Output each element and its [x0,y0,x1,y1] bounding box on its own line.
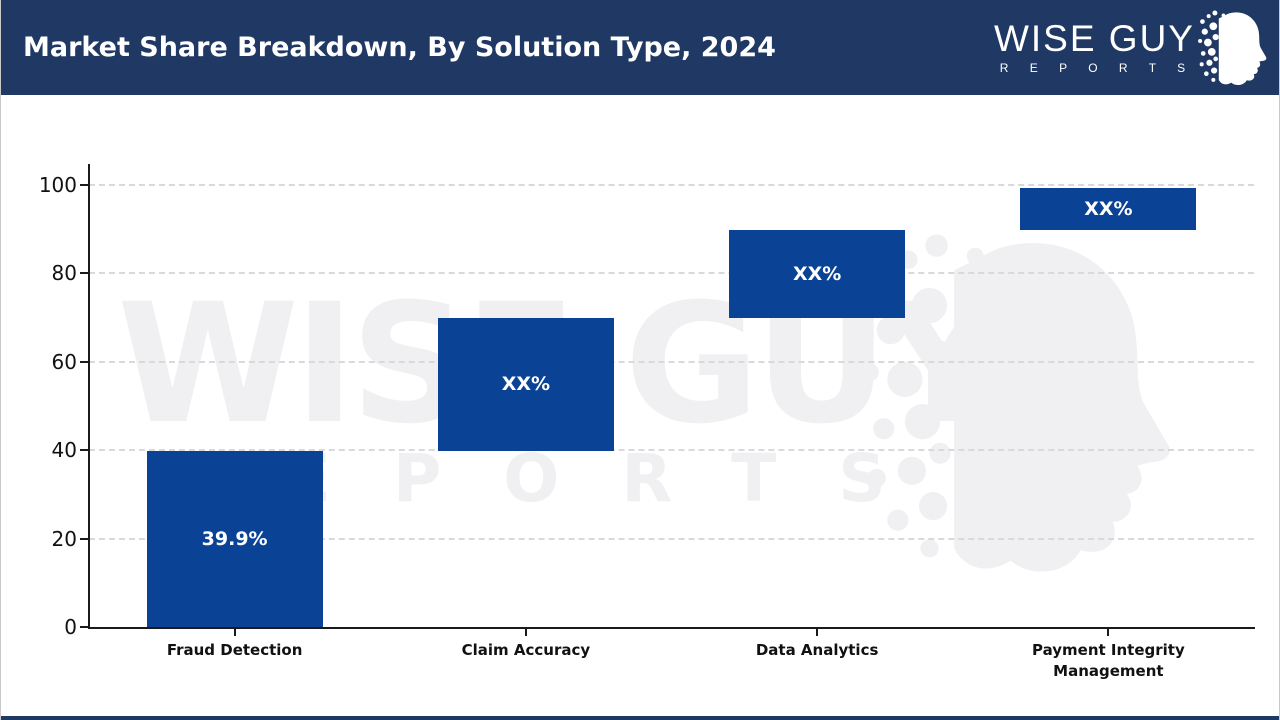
bar: 39.9% [146,450,323,627]
gridline [89,449,1254,452]
page-title: Market Share Breakdown, By Solution Type… [23,32,776,63]
logo-subtitle: R E P O R T S [999,61,1195,75]
x-axis-tick [1107,629,1110,636]
header-bar: Market Share Breakdown, By Solution Type… [1,0,1279,95]
x-axis-line [88,627,1255,629]
bar-value-label: XX% [792,263,842,286]
y-tick-label: 40 [51,438,77,463]
gridline [89,360,1254,363]
y-axis-tick [80,360,88,363]
bar-value-label: XX% [501,373,551,396]
logo-wordmark: WISE GUY [993,18,1195,59]
y-tick-label: 0 [64,615,77,639]
y-tick-label: 20 [51,526,77,551]
y-axis-tick [80,449,88,452]
bar: XX% [729,230,906,319]
y-axis-tick [80,184,88,186]
bar: XX% [1020,188,1197,231]
y-tick-label: 100 [38,173,77,197]
x-tick-label: Fraud Detection [166,641,303,659]
bar-value-label: XX% [1084,198,1133,221]
y-axis-line [88,164,90,629]
x-tick-label: Data Analytics [755,641,879,659]
gridline [89,537,1254,540]
y-axis-tick [80,272,88,275]
y-axis-tick [80,626,88,628]
bar-value-label: 39.9% [201,527,268,550]
gridline [89,272,1254,275]
logo-text: WISE GUY R E P O R T S [994,20,1195,75]
x-tick-label: Claim Accuracy [461,641,591,659]
footer-strip [1,716,1279,720]
y-tick-label: 80 [51,261,77,286]
chart-area: 0 20 40 60 80 100 39.9% Fraud Detection XX% Claim… [1,95,1279,716]
y-axis-tick [80,537,88,540]
gridline [89,184,1254,186]
x-axis-tick [816,629,819,636]
x-axis-tick [233,629,236,636]
head-profile-dots-icon [1198,10,1267,85]
wise-guy-logo: WISE GUY R E P O R T S [994,8,1267,88]
bar: XX% [437,318,614,451]
x-axis-tick [524,629,527,636]
x-tick-label: Payment Integrity Management [1032,641,1185,680]
y-tick-label: 60 [51,349,77,374]
